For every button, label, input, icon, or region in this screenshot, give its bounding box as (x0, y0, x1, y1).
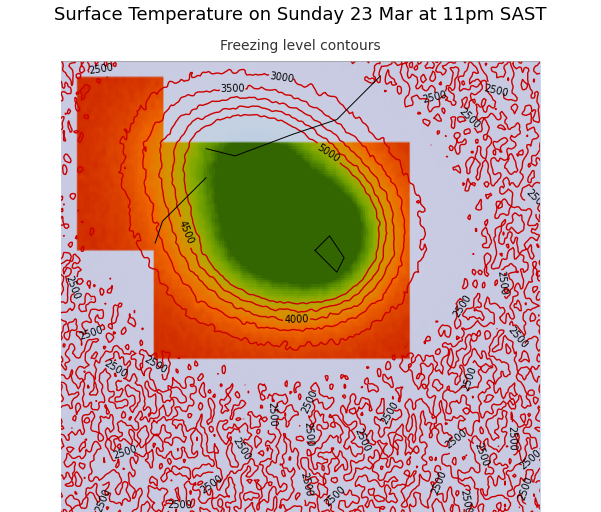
Text: 2500: 2500 (266, 402, 277, 427)
Text: 2500: 2500 (353, 426, 372, 453)
Text: 2500: 2500 (421, 90, 448, 105)
Text: 2500: 2500 (198, 474, 224, 496)
Text: 2500: 2500 (94, 487, 112, 512)
Text: 2500: 2500 (457, 106, 481, 130)
Text: 2500: 2500 (517, 475, 535, 502)
Text: 2500: 2500 (495, 270, 508, 296)
Text: 3500: 3500 (220, 83, 245, 94)
Text: 2500: 2500 (505, 325, 529, 350)
Text: 2500: 2500 (524, 187, 548, 212)
Text: 2500: 2500 (112, 444, 138, 461)
Text: 3000: 3000 (269, 71, 295, 84)
Text: 2500: 2500 (430, 470, 448, 496)
Text: 2500: 2500 (102, 358, 129, 379)
Text: 2500: 2500 (518, 447, 543, 472)
Text: 2500: 2500 (302, 421, 314, 447)
Text: Surface Temperature on Sunday 23 Mar at 11pm SAST: Surface Temperature on Sunday 23 Mar at … (54, 6, 547, 25)
Text: 2500: 2500 (167, 500, 192, 510)
Text: 4500: 4500 (177, 219, 195, 246)
Text: 2500: 2500 (444, 428, 469, 451)
Text: 2500: 2500 (323, 484, 347, 508)
Text: 2500: 2500 (458, 488, 472, 512)
Text: 2500: 2500 (472, 442, 490, 468)
Text: 2500: 2500 (88, 62, 114, 76)
Text: 2500: 2500 (461, 365, 479, 392)
Text: 2500: 2500 (506, 426, 517, 451)
Text: 2500: 2500 (299, 389, 319, 415)
Text: 5000: 5000 (316, 142, 341, 164)
Text: 2500: 2500 (230, 435, 252, 462)
Text: 2500: 2500 (142, 354, 168, 375)
Text: 2500: 2500 (298, 472, 313, 498)
Text: Freezing level contours: Freezing level contours (220, 39, 381, 53)
Text: 2500: 2500 (78, 325, 105, 342)
Text: 2500: 2500 (483, 83, 509, 99)
Text: 2500: 2500 (452, 293, 474, 319)
Text: 2500: 2500 (380, 399, 401, 425)
Text: 4000: 4000 (284, 314, 309, 326)
Text: 2500: 2500 (63, 274, 81, 301)
